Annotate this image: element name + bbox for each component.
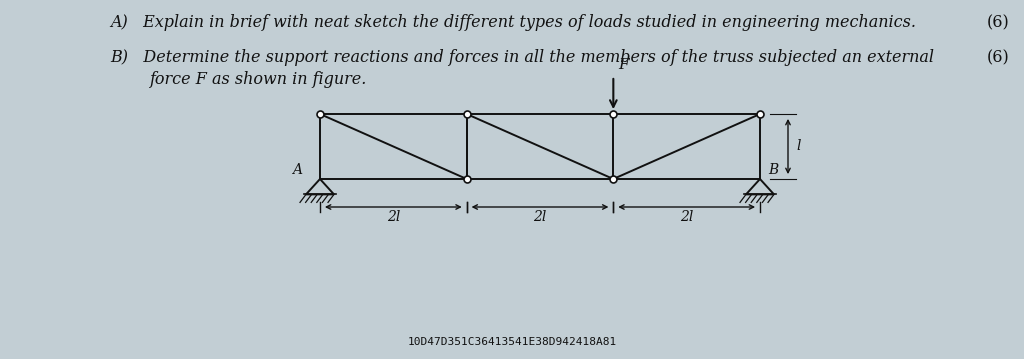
Text: F: F xyxy=(618,58,629,72)
Text: 2l: 2l xyxy=(680,210,693,224)
Text: (6): (6) xyxy=(987,14,1010,31)
Text: 2l: 2l xyxy=(534,210,547,224)
Text: 2l: 2l xyxy=(387,210,400,224)
Text: A)   Explain in brief with neat sketch the different types of loads studied in e: A) Explain in brief with neat sketch the… xyxy=(110,14,916,31)
Text: (6): (6) xyxy=(987,49,1010,66)
Text: A: A xyxy=(292,163,302,177)
Text: force F as shown in figure.: force F as shown in figure. xyxy=(150,71,368,88)
Text: l: l xyxy=(796,140,801,154)
Text: B: B xyxy=(768,163,778,177)
Text: B)   Determine the support reactions and forces in all the members of the truss : B) Determine the support reactions and f… xyxy=(110,49,934,66)
Text: 10D47D351C36413541E38D942418A81: 10D47D351C36413541E38D942418A81 xyxy=(408,337,616,347)
